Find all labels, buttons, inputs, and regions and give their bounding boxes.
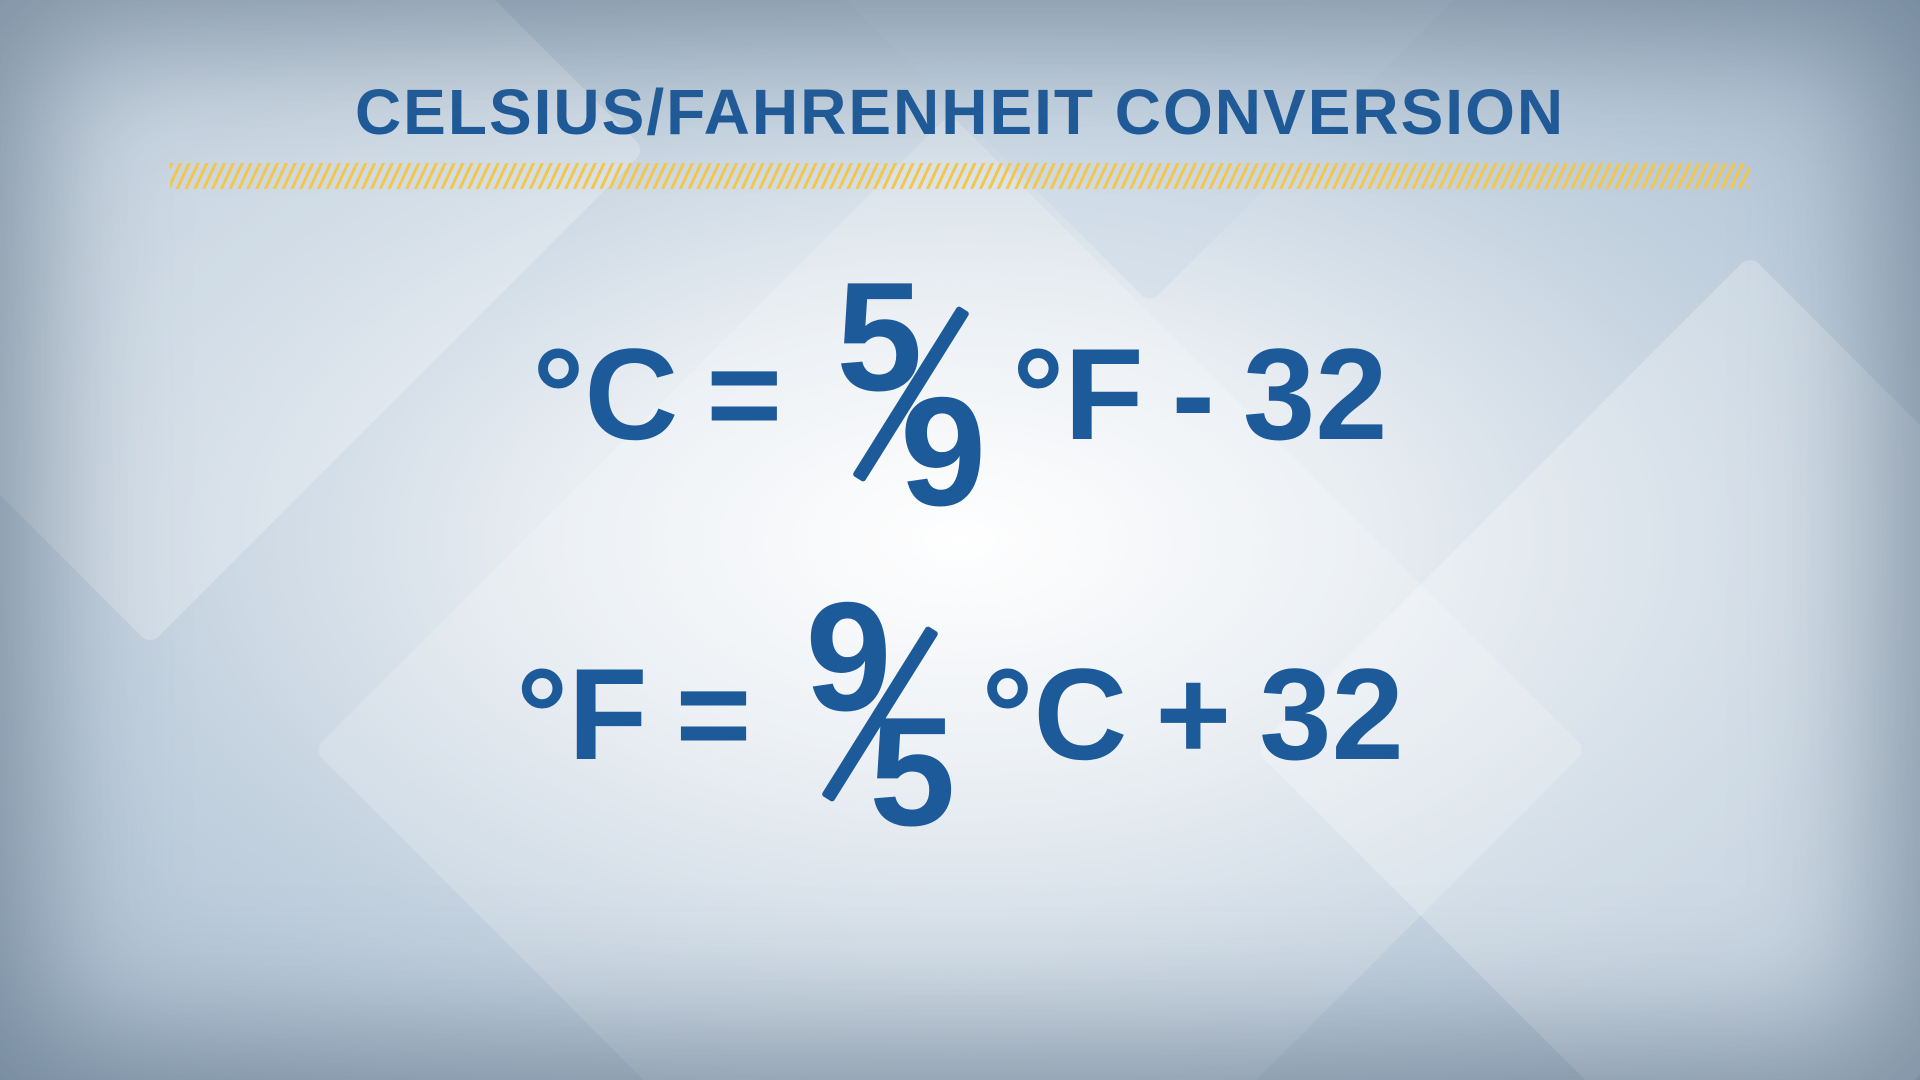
formula-rhs-unit: °F [1012,329,1143,459]
formula-fahrenheit: °F = 9 5 °C + 32 [516,599,1404,829]
formula-list: °C = 5 9 °F - 32 °F = 9 5 ° [516,279,1404,829]
formula-rhs-unit: °C [981,649,1127,779]
equals-sign: = [676,649,752,779]
formula-lhs: °C [532,329,678,459]
formula-operator: + [1155,649,1231,779]
fraction: 5 9 [816,279,1006,509]
slide-content: CELSIUS/FAHRENHEIT CONVERSION °C = 5 9 °… [0,0,1920,1080]
formula-constant: 32 [1259,649,1404,779]
fraction-denominator: 5 [869,694,955,849]
equals-sign: = [706,329,782,459]
formula-operator: - [1172,329,1215,459]
formula-celsius: °C = 5 9 °F - 32 [532,279,1387,509]
fraction-denominator: 9 [900,374,986,529]
formula-constant: 32 [1243,329,1388,459]
slide-title: CELSIUS/FAHRENHEIT CONVERSION [355,75,1565,149]
fraction: 9 5 [785,599,975,829]
formula-lhs: °F [516,649,647,779]
divider-hatch [170,163,1750,189]
